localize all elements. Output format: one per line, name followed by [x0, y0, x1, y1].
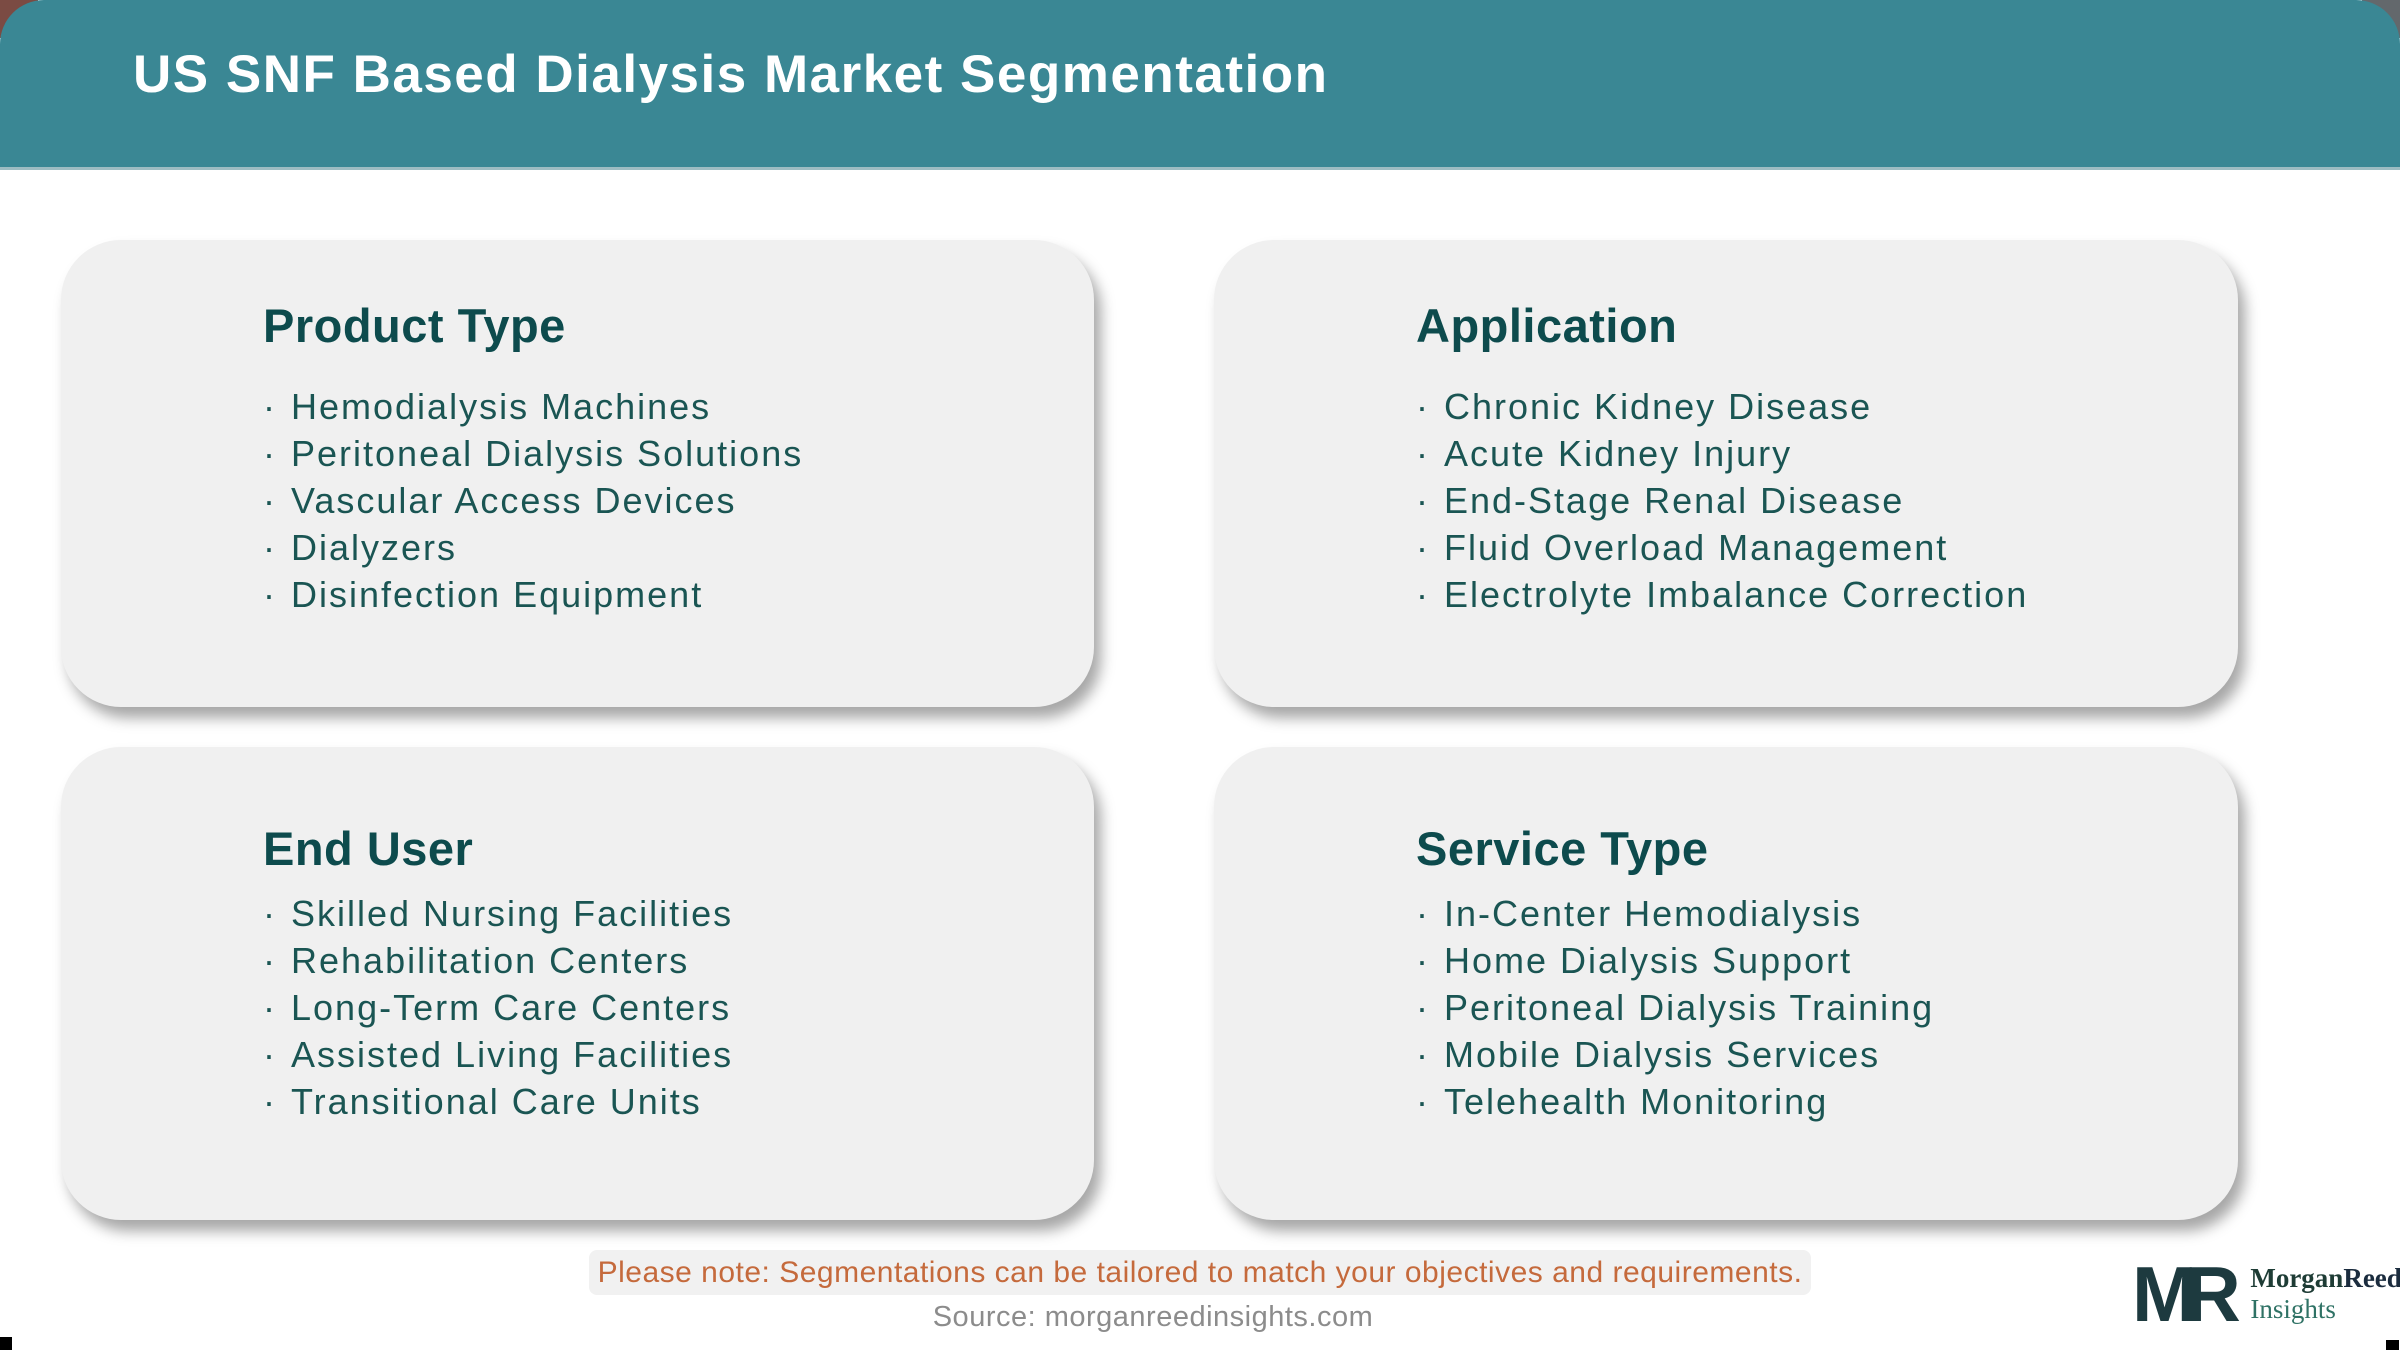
list-item-label: Chronic Kidney Disease: [1444, 386, 1873, 427]
list-item: · Home Dialysis Support: [1416, 937, 2198, 984]
logo-name-secondary: Reed: [2343, 1263, 2400, 1293]
card-title: Product Type: [263, 299, 566, 352]
list-item: · Peritoneal Dialysis Solutions: [263, 430, 1054, 477]
bullet-icon: ·: [1416, 527, 1430, 568]
header-bar: US SNF Based Dialysis Market Segmentatio…: [0, 0, 2400, 170]
list-item: · Dialyzers: [263, 524, 1054, 571]
list-item-label: End-Stage Renal Disease: [1444, 480, 1905, 521]
list-item-label: Vascular Access Devices: [291, 480, 737, 521]
card-list: · Chronic Kidney Disease · Acute Kidney Inj…: [1416, 383, 2198, 618]
list-item-label: Rehabilitation Centers: [291, 940, 690, 981]
list-item-label: Electrolyte Imbalance Correction: [1444, 574, 2029, 615]
list-item: · End-Stage Renal Disease: [1416, 477, 2198, 524]
list-item: · Telehealth Monitoring: [1416, 1078, 2198, 1125]
list-item-label: Hemodialysis Machines: [291, 386, 712, 427]
bullet-icon: ·: [263, 386, 277, 427]
bullet-icon: ·: [1416, 940, 1430, 981]
bullet-icon: ·: [1416, 433, 1430, 474]
logo-name-primary: Morgan: [2250, 1263, 2344, 1293]
bullet-icon: ·: [263, 433, 277, 474]
list-item-label: Skilled Nursing Facilities: [291, 893, 734, 934]
list-item: · Skilled Nursing Facilities: [263, 890, 1054, 937]
list-item-label: Assisted Living Facilities: [291, 1034, 734, 1075]
bullet-icon: ·: [1416, 480, 1430, 521]
list-item: · Assisted Living Facilities: [263, 1031, 1054, 1078]
list-item-label: Transitional Care Units: [291, 1081, 702, 1122]
logo-tagline: Insights: [2250, 1294, 2336, 1324]
bullet-icon: ·: [263, 527, 277, 568]
bullet-icon: ·: [263, 480, 277, 521]
list-item-label: Acute Kidney Injury: [1444, 433, 1793, 474]
bullet-icon: ·: [263, 987, 277, 1028]
bullet-icon: ·: [1416, 1081, 1430, 1122]
list-item-label: Dialyzers: [291, 527, 458, 568]
list-item: · Transitional Care Units: [263, 1078, 1054, 1125]
bullet-icon: ·: [1416, 386, 1430, 427]
bullet-icon: ·: [1416, 1034, 1430, 1075]
list-item-label: Long-Term Care Centers: [291, 987, 732, 1028]
bullet-icon: ·: [263, 1081, 277, 1122]
card-title: Application: [1416, 299, 1678, 352]
segment-card-product-type: Product Type · Hemodialysis Machines · Peri…: [61, 240, 1094, 707]
card-list: · Skilled Nursing Facilities · Rehabilitati…: [263, 890, 1054, 1125]
bullet-icon: ·: [263, 574, 277, 615]
bullet-icon: ·: [1416, 574, 1430, 615]
card-list: · Hemodialysis Machines · Peritoneal Dialys…: [263, 383, 1054, 618]
list-item: · Hemodialysis Machines: [263, 383, 1054, 430]
list-item-label: Peritoneal Dialysis Training: [1444, 987, 1935, 1028]
list-item-label: Mobile Dialysis Services: [1444, 1034, 1881, 1075]
bullet-icon: ·: [263, 893, 277, 934]
list-item: · Mobile Dialysis Services: [1416, 1031, 2198, 1078]
corner-mark-bottom-left: [0, 1337, 12, 1350]
list-item: · In-Center Hemodialysis: [1416, 890, 2198, 937]
segment-card-service-type: Service Type · In-Center Hemodialysis · Hom…: [1214, 747, 2238, 1220]
card-title: End User: [263, 822, 474, 875]
segmentation-grid: Product Type · Hemodialysis Machines · Peri…: [61, 240, 2238, 1220]
list-item-label: Home Dialysis Support: [1444, 940, 1853, 981]
list-item: · Acute Kidney Injury: [1416, 430, 2198, 477]
bullet-icon: ·: [1416, 893, 1430, 934]
list-item: · Fluid Overload Management: [1416, 524, 2198, 571]
logo-wordmark: MorganReed Insights: [2250, 1263, 2400, 1325]
segment-card-end-user: End User · Skilled Nursing Facilities · Reh…: [61, 747, 1094, 1220]
list-item: · Electrolyte Imbalance Correction: [1416, 571, 2198, 618]
list-item: · Peritoneal Dialysis Training: [1416, 984, 2198, 1031]
bullet-icon: ·: [1416, 987, 1430, 1028]
list-item: · Rehabilitation Centers: [263, 937, 1054, 984]
segment-card-application: Application · Chronic Kidney Disease · Acut…: [1214, 240, 2238, 707]
list-item: · Vascular Access Devices: [263, 477, 1054, 524]
card-title: Service Type: [1416, 822, 1709, 875]
bullet-icon: ·: [263, 940, 277, 981]
card-list: · In-Center Hemodialysis · Home Dialysis Su…: [1416, 890, 2198, 1125]
list-item: · Chronic Kidney Disease: [1416, 383, 2198, 430]
logo-monogram-icon: MR: [2132, 1250, 2241, 1338]
list-item: · Long-Term Care Centers: [263, 984, 1054, 1031]
brand-logo: MR MorganReed Insights: [2132, 1250, 2400, 1338]
corner-mark-bottom-right: [2386, 1340, 2399, 1350]
list-item-label: Peritoneal Dialysis Solutions: [291, 433, 804, 474]
page-title: US SNF Based Dialysis Market Segmentatio…: [133, 45, 1329, 104]
source-text: Source: morganreedinsights.com: [932, 1301, 1374, 1333]
list-item-label: In-Center Hemodialysis: [1444, 893, 1863, 934]
list-item-label: Fluid Overload Management: [1444, 527, 1949, 568]
note-banner: Please note: Segmentations can be tailor…: [589, 1250, 1811, 1295]
list-item: · Disinfection Equipment: [263, 571, 1054, 618]
bullet-icon: ·: [263, 1034, 277, 1075]
list-item-label: Telehealth Monitoring: [1444, 1081, 1829, 1122]
list-item-label: Disinfection Equipment: [291, 574, 704, 615]
